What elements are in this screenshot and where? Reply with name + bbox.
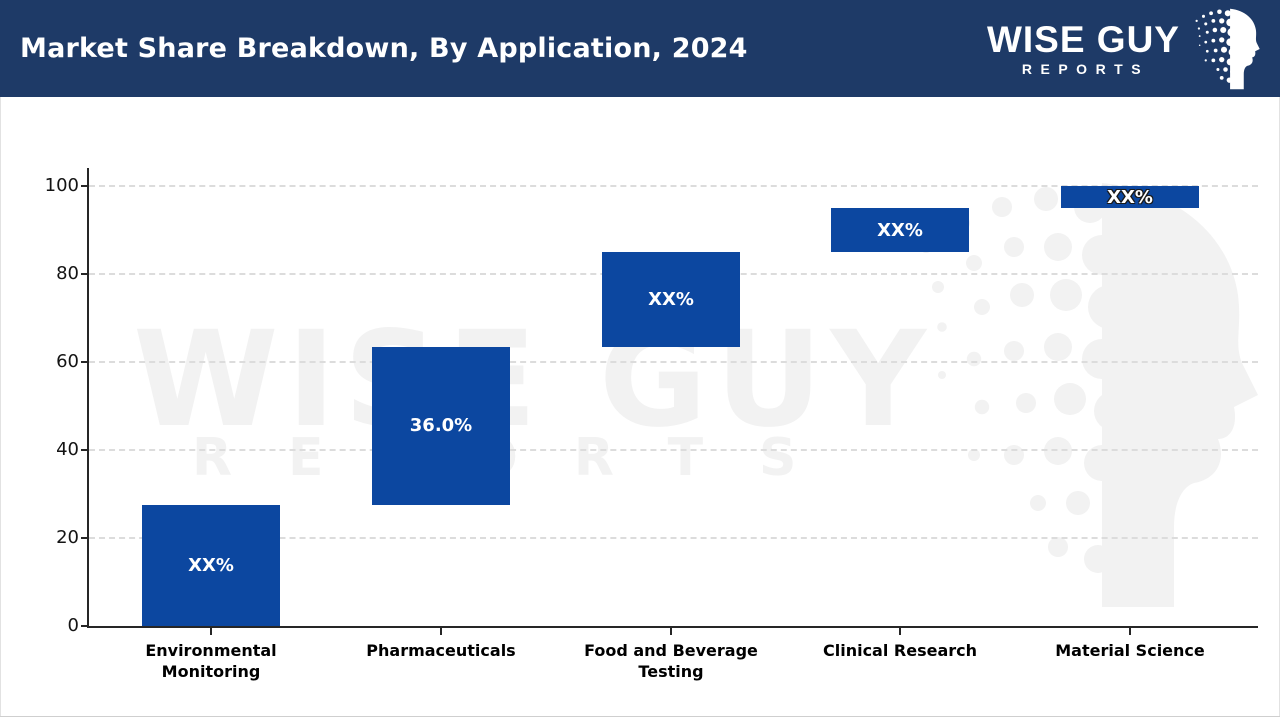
x-tick-mark [440, 628, 442, 635]
y-tick-label: 40 [56, 439, 79, 460]
y-tick-mark [81, 537, 88, 539]
bar: XX% [1061, 186, 1199, 208]
y-grid-line [89, 537, 1258, 539]
x-tick-mark [1129, 628, 1131, 635]
brand-name: WISE GUY [986, 19, 1180, 60]
x-category-label: Material Science [1055, 641, 1205, 660]
bar-value-label: XX% [188, 555, 234, 576]
x-tick-mark [670, 628, 672, 635]
y-tick-label: 100 [44, 175, 79, 196]
watermark-brand-name: WISE GUY [133, 303, 935, 457]
brand-logo: WISE GUY REPORTS [987, 7, 1262, 91]
bar: XX% [831, 208, 969, 252]
y-tick-label: 60 [56, 351, 79, 372]
bar-value-label: XX% [648, 288, 694, 310]
y-tick-label: 80 [56, 263, 79, 284]
y-grid-line [89, 361, 1258, 363]
brand-subtitle: REPORTS [1021, 61, 1150, 77]
header-bar: Market Share Breakdown, By Application, … [0, 0, 1280, 97]
x-tick-mark [210, 628, 212, 635]
y-grid-line [89, 185, 1258, 187]
page-border-bottom [0, 716, 1280, 717]
y-tick-label: 0 [67, 615, 79, 636]
y-tick-label: 20 [56, 527, 79, 548]
y-grid-line [89, 449, 1258, 451]
brand-logo-text: WISE GUY REPORTS [987, 21, 1180, 76]
y-tick-mark [81, 449, 88, 451]
x-axis-line [87, 626, 1258, 628]
y-tick-mark [81, 273, 88, 275]
x-category-label: Environmental Monitoring [145, 641, 277, 681]
x-tick-mark [899, 628, 901, 635]
y-tick-mark [81, 625, 88, 627]
bar-value-label: 36.0% [409, 415, 473, 437]
x-category-label: Clinical Research [822, 641, 978, 660]
page-title: Market Share Breakdown, By Application, … [20, 33, 748, 64]
page-border-left [0, 97, 1, 717]
y-axis-line [87, 168, 89, 628]
bar-value-label: XX% [877, 219, 923, 241]
y-tick-mark [81, 361, 88, 363]
bar: 36.0% [372, 346, 510, 505]
x-category-label: Pharmaceuticals [366, 641, 516, 660]
bar: XX% [602, 252, 740, 347]
bar: XX% [142, 505, 280, 626]
y-tick-mark [81, 185, 88, 187]
bar-value-label: XX% [1107, 186, 1153, 208]
x-category-label: Food and Beverage Testing [584, 641, 758, 681]
